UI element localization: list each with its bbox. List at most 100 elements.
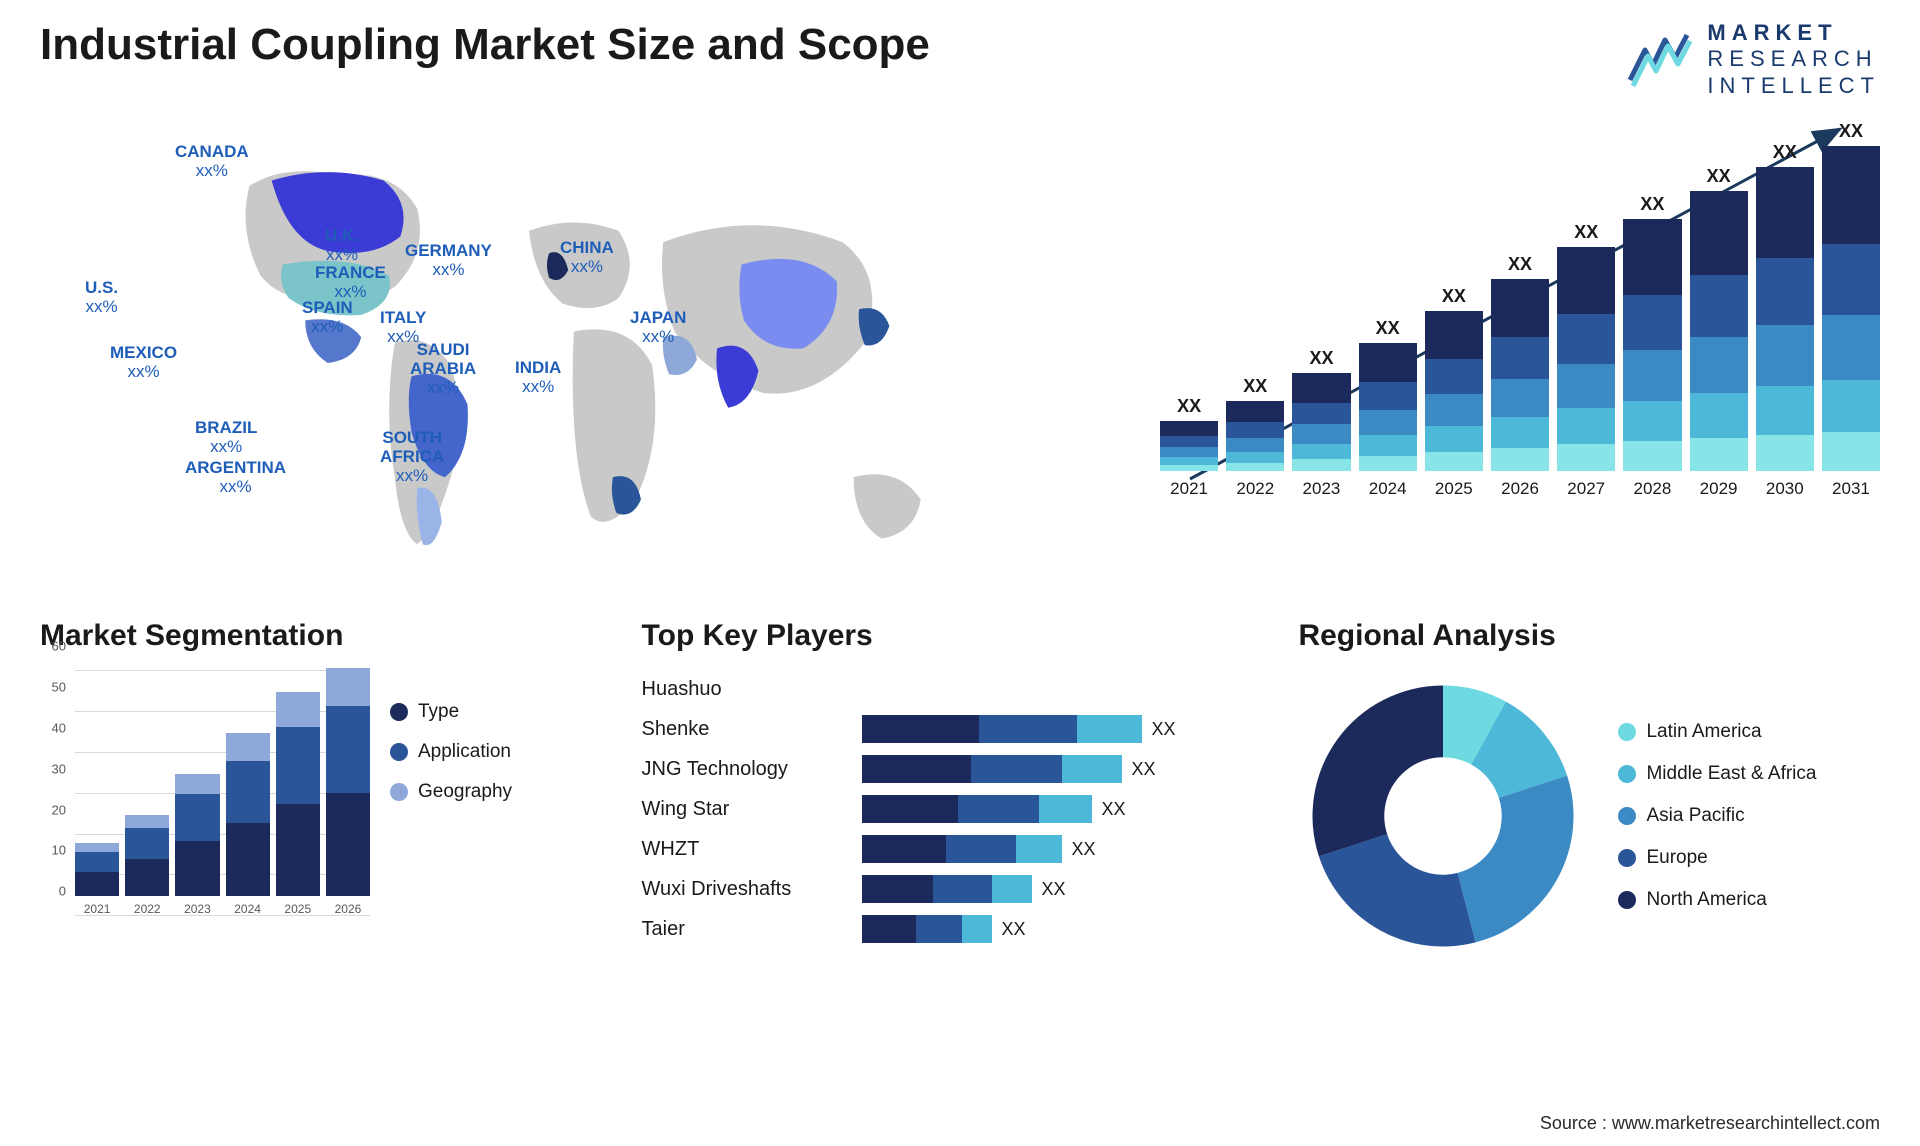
bar-value-label: XX (1839, 121, 1863, 142)
growth-bar: XX 2021 (1160, 396, 1218, 499)
regional-section: Regional Analysis Latin AmericaMiddle Ea… (1298, 619, 1880, 961)
seg-year-label: 2022 (134, 902, 161, 916)
seg-bar: 2025 (276, 692, 320, 916)
player-bar: XX (862, 795, 1279, 823)
bar-value-label: XX (1376, 318, 1400, 339)
map-label: ARGENTINAxx% (185, 459, 286, 496)
growth-bar: XX 2028 (1623, 194, 1681, 499)
y-tick: 60 (52, 639, 66, 654)
player-name: JNG Technology (642, 755, 842, 783)
player-name: Shenke (642, 715, 842, 743)
growth-chart: XX2021XX2022XX2023XX2024XX2025XX2026XX20… (1160, 119, 1880, 589)
segmentation-section: Market Segmentation 0102030405060 202120… (40, 619, 622, 961)
seg-bar: 2023 (175, 774, 219, 917)
segmentation-chart: 0102030405060 202120222023202420252026 (40, 671, 370, 941)
seg-bar: 2021 (75, 843, 119, 916)
bar-year-label: 2027 (1567, 479, 1605, 499)
growth-bar: XX 2030 (1756, 142, 1814, 499)
seg-year-label: 2024 (234, 902, 261, 916)
map-label: SAUDIARABIAxx% (410, 341, 476, 397)
player-name: Huashuo (642, 675, 842, 703)
growth-bar: XX2023 (1292, 348, 1350, 499)
y-tick: 30 (52, 761, 66, 776)
legend-item: Europe (1618, 847, 1816, 869)
map-label: U.S.xx% (85, 279, 118, 316)
y-tick: 40 (52, 720, 66, 735)
players-list: HuashuoShenkeJNG TechnologyWing StarWHZT… (642, 671, 842, 943)
logo-line2: RESEARCH (1707, 46, 1880, 72)
players-bars: XX XX XX XX XX XX (862, 671, 1279, 943)
map-label: JAPANxx% (630, 309, 686, 346)
map-label: CHINAxx% (560, 239, 614, 276)
player-value: XX (1102, 799, 1126, 820)
map-label: SPAINxx% (302, 299, 353, 336)
seg-bar: 2026 (326, 668, 370, 917)
y-tick: 0 (59, 884, 66, 899)
map-label: BRAZILxx% (195, 419, 257, 456)
segmentation-title: Market Segmentation (40, 619, 622, 653)
growth-bar: XX 2022 (1226, 376, 1284, 499)
bar-year-label: 2029 (1700, 479, 1738, 499)
legend-item: Asia Pacific (1618, 805, 1816, 827)
regional-legend: Latin AmericaMiddle East & AfricaAsia Pa… (1618, 721, 1816, 911)
bar-value-label: XX (1442, 286, 1466, 307)
donut-slice (1458, 776, 1574, 943)
source-text: Source : www.marketresearchintellect.com (1540, 1113, 1880, 1134)
player-value: XX (1042, 879, 1066, 900)
seg-bar: 2022 (125, 815, 169, 917)
legend-item: North America (1618, 889, 1816, 911)
map-label: CANADAxx% (175, 143, 249, 180)
logo-icon (1625, 30, 1695, 90)
growth-bar: XX 2027 (1557, 222, 1615, 499)
bar-year-label: 2030 (1766, 479, 1804, 499)
legend-item: Application (390, 741, 512, 763)
bar-value-label: XX (1508, 254, 1532, 275)
bar-value-label: XX (1640, 194, 1664, 215)
map-label: GERMANYxx% (405, 242, 492, 279)
bar-value-label: XX (1243, 376, 1267, 397)
player-value: XX (1072, 839, 1096, 860)
logo: MARKET RESEARCH INTELLECT (1625, 20, 1880, 99)
legend-item: Geography (390, 781, 512, 803)
bar-year-label: 2026 (1501, 479, 1539, 499)
map-label: U.K.xx% (325, 227, 359, 264)
bar-year-label: 2025 (1435, 479, 1473, 499)
bar-year-label: 2021 (1170, 479, 1208, 499)
map-label: MEXICOxx% (110, 344, 177, 381)
growth-bar: XX 2026 (1491, 254, 1549, 499)
logo-line3: INTELLECT (1707, 73, 1880, 99)
player-bar: XX (862, 835, 1279, 863)
bar-value-label: XX (1574, 222, 1598, 243)
regional-donut (1298, 671, 1588, 961)
bar-year-label: 2031 (1832, 479, 1870, 499)
map-label: INDIAxx% (515, 359, 561, 396)
player-value: XX (1132, 759, 1156, 780)
bar-value-label: XX (1177, 396, 1201, 417)
logo-line1: MARKET (1707, 20, 1880, 46)
bar-year-label: 2024 (1369, 479, 1407, 499)
y-tick: 20 (52, 802, 66, 817)
growth-bar: XX 2025 (1425, 286, 1483, 499)
legend-item: Middle East & Africa (1618, 763, 1816, 785)
players-title: Top Key Players (642, 619, 1279, 653)
player-name: Wing Star (642, 795, 842, 823)
seg-year-label: 2023 (184, 902, 211, 916)
segmentation-legend: Type Application Geography (390, 671, 512, 941)
bar-year-label: 2023 (1303, 479, 1341, 499)
legend-item: Type (390, 701, 512, 723)
seg-year-label: 2026 (335, 902, 362, 916)
donut-slice (1319, 834, 1476, 946)
bar-year-label: 2022 (1236, 479, 1274, 499)
player-name: Wuxi Driveshafts (642, 875, 842, 903)
y-tick: 10 (52, 843, 66, 858)
player-bar: XX (862, 875, 1279, 903)
player-value: XX (1002, 919, 1026, 940)
bar-value-label: XX (1773, 142, 1797, 163)
player-value: XX (1152, 719, 1176, 740)
donut-slice (1313, 686, 1444, 857)
bar-year-label: 2028 (1633, 479, 1671, 499)
seg-year-label: 2025 (284, 902, 311, 916)
player-bar: XX (862, 755, 1279, 783)
growth-bar: XX 2024 (1359, 318, 1417, 499)
player-name: Taier (642, 915, 842, 943)
